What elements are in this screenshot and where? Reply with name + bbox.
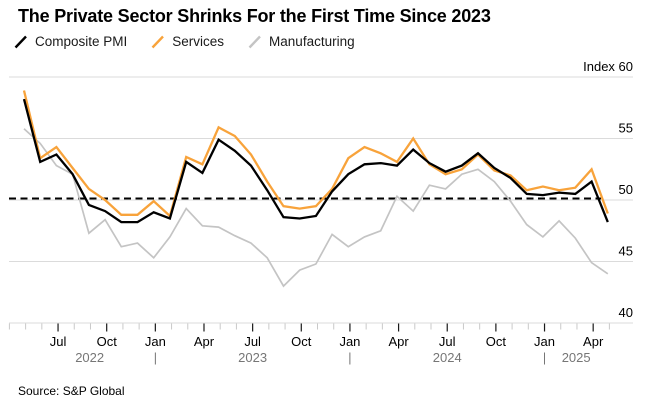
pmi-line-chart: Index 60 55 50 45 40 Jul Oct Jan Apr Jul Oct Jan Apr… bbox=[8, 60, 633, 365]
legend-label-services: Services bbox=[172, 34, 225, 49]
x-axis-year-separator: | bbox=[154, 351, 157, 365]
y-axis-label-45: 45 bbox=[619, 244, 633, 259]
x-axis-year-label: 2022 bbox=[75, 350, 104, 365]
legend-label-manufacturing: Manufacturing bbox=[269, 34, 355, 49]
x-axis-month-label: Jul bbox=[50, 334, 67, 349]
x-axis-month-label: Oct bbox=[486, 334, 507, 349]
x-axis-year-label: 2024 bbox=[433, 350, 462, 365]
y-axis-label-50: 50 bbox=[619, 182, 633, 197]
x-axis-month-label: Jul bbox=[244, 334, 261, 349]
diagonal-line-icon bbox=[248, 35, 261, 48]
y-axis-label-60: Index 60 bbox=[583, 60, 633, 74]
legend-item-composite-pmi: Composite PMI bbox=[14, 34, 127, 49]
x-axis-month-label: Jan bbox=[339, 334, 360, 349]
x-axis-month-label: Oct bbox=[291, 334, 312, 349]
chart-title: The Private Sector Shrinks For the First… bbox=[18, 6, 491, 26]
chart-legend: Composite PMI Services Manufacturing bbox=[14, 34, 355, 49]
x-axis-year-label: 2023 bbox=[238, 350, 267, 365]
diagonal-line-icon bbox=[14, 35, 27, 48]
x-axis-year-separator: | bbox=[543, 351, 546, 365]
x-axis-month-label: Jan bbox=[534, 334, 555, 349]
y-axis-label-40: 40 bbox=[619, 305, 633, 320]
legend-label-composite-pmi: Composite PMI bbox=[35, 34, 128, 49]
legend-item-manufacturing: Manufacturing bbox=[248, 34, 355, 49]
x-axis-month-label: Apr bbox=[194, 334, 215, 349]
source-attribution: Source: S&P Global bbox=[18, 384, 125, 398]
x-axis-year-label: 2025 bbox=[562, 350, 591, 365]
y-axis-label-55: 55 bbox=[619, 121, 633, 136]
x-axis-month-label: Apr bbox=[583, 334, 604, 349]
x-axis-month-label: Jan bbox=[145, 334, 166, 349]
x-axis-month-label: Oct bbox=[97, 334, 118, 349]
services-line bbox=[22, 90, 609, 219]
manufacturing-line bbox=[23, 128, 609, 288]
legend-item-services: Services bbox=[151, 34, 224, 49]
x-axis-month-label: Apr bbox=[388, 334, 409, 349]
x-axis-year-separator: | bbox=[348, 351, 351, 365]
x-axis-month-label: Jul bbox=[439, 334, 456, 349]
diagonal-line-icon bbox=[151, 35, 165, 48]
composite-pmi-line bbox=[22, 98, 609, 224]
